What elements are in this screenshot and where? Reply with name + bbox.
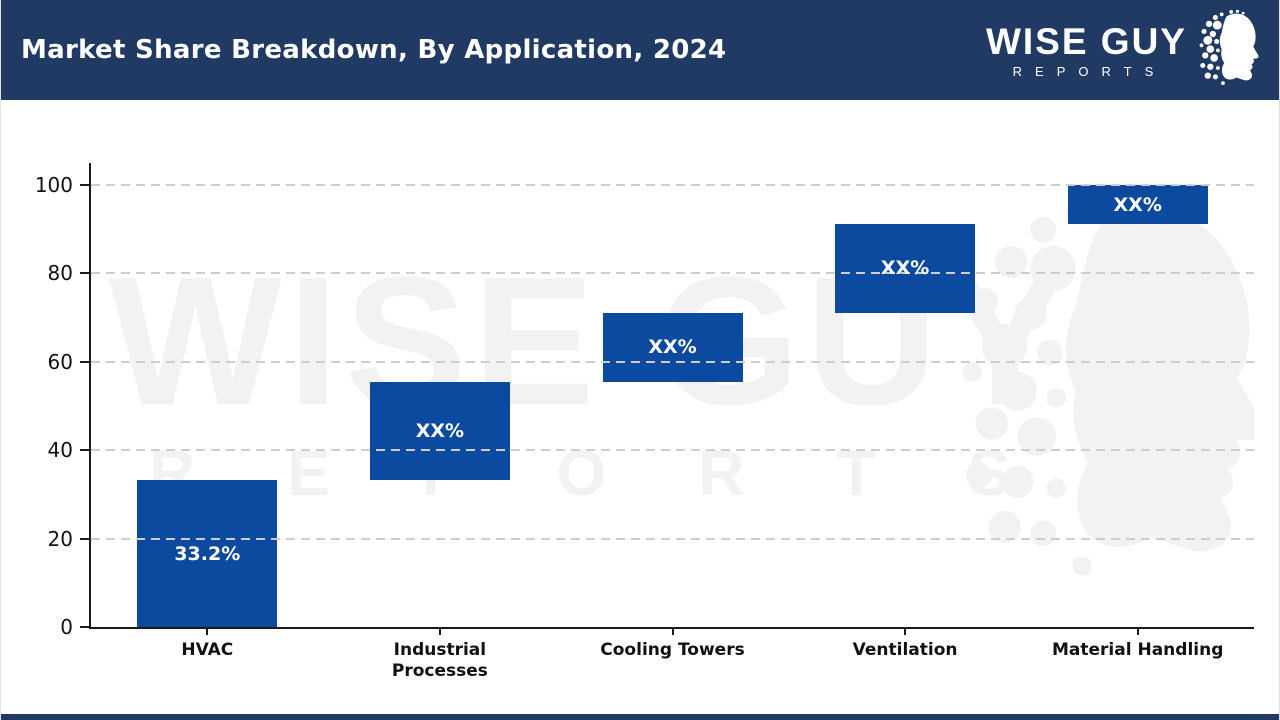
bar-ventilation: [835, 223, 976, 313]
y-tick-60: [80, 360, 89, 363]
x-category-label-3: Ventilation: [852, 640, 958, 660]
brand-head-icon: [1199, 10, 1259, 86]
brand-logo: WISE GUY REPORTS: [986, 8, 1267, 94]
y-tick-40: [80, 449, 89, 452]
y-tick-label-80: 80: [47, 261, 73, 286]
bar-cooling-towers: [602, 312, 743, 383]
grid-line-20: [91, 537, 1254, 540]
x-tick-4: [1136, 627, 1139, 635]
header-bar: Market Share Breakdown, By Application, …: [1, 0, 1279, 100]
watermark-head-icon: [962, 191, 1254, 576]
y-tick-label-60: 60: [47, 349, 73, 374]
y-tick-80: [80, 272, 89, 275]
y-tick-20: [80, 537, 89, 540]
grid-line-100: [91, 184, 1254, 187]
y-tick-label-20: 20: [47, 526, 73, 551]
grid-line-60: [91, 360, 1254, 363]
grid-line-40: [91, 449, 1254, 452]
x-category-label-1: Industrial Processes: [391, 640, 488, 682]
x-category-label-0: HVAC: [181, 640, 234, 660]
bar-value-label: 33.2%: [174, 542, 241, 565]
y-tick-label-0: 0: [60, 615, 73, 639]
brand-subname: REPORTS: [1012, 63, 1167, 79]
footer-bar: [1, 714, 1279, 720]
bar-value-label: XX%: [880, 257, 930, 280]
brand-logo-text: WISE GUY REPORTS: [985, 21, 1187, 79]
x-category-label-2: Cooling Towers: [600, 640, 745, 660]
y-tick-label-100: 100: [34, 173, 73, 198]
x-category-label-4: Material Handling: [1052, 640, 1224, 660]
bar-value-label: XX%: [415, 420, 465, 443]
x-tick-2: [671, 627, 674, 635]
bar-value-label: XX%: [648, 336, 697, 359]
y-axis-spine: [89, 163, 91, 629]
x-tick-1: [438, 627, 441, 635]
chart-plot-area: WISE GUY REPORTS 0 20 40 60 80 100 33.2% HVAC XX…: [35, 163, 1254, 681]
bar-value-label: XX%: [1113, 193, 1162, 216]
bar-hvac: [137, 480, 278, 627]
bar-industrial-processes: [369, 382, 510, 481]
grid-line-80: [91, 272, 1254, 275]
page-title: Market Share Breakdown, By Application, …: [21, 35, 727, 65]
brand-name: WISE GUY: [985, 21, 1187, 63]
y-tick-label-40: 40: [47, 438, 73, 463]
y-tick-0: [80, 626, 89, 628]
x-tick-0: [206, 627, 209, 635]
x-tick-3: [904, 627, 907, 635]
y-tick-100: [80, 184, 89, 187]
